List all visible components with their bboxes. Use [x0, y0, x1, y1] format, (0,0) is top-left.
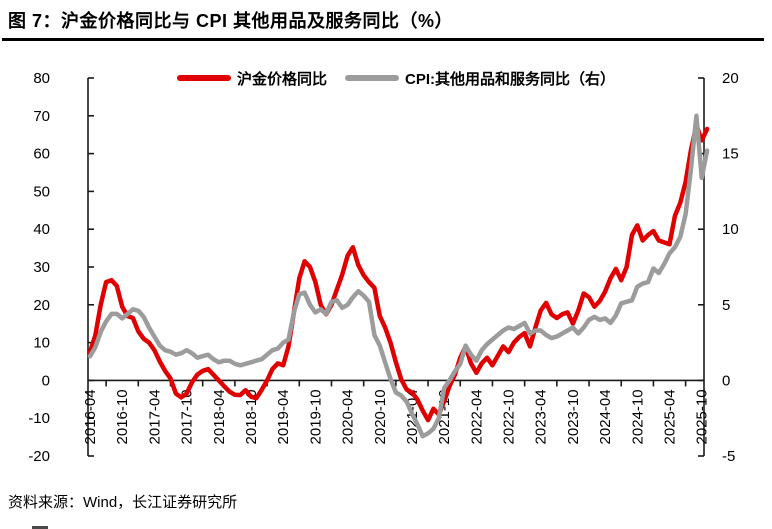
chart-legend: 沪金价格同比 CPI:其他用品和服务同比（右）: [88, 68, 704, 88]
y-axis-left-tick-label: -20: [28, 448, 50, 465]
cpi-other-line-series: [87, 113, 710, 439]
title-rule: [2, 38, 764, 41]
y-axis-right-tick-label: 0: [722, 372, 730, 389]
legend-label-cpi-other: CPI:其他用品和服务同比（右）: [405, 70, 616, 88]
chart-title: 图 7：沪金价格同比与 CPI 其他用品及服务同比（%）: [8, 11, 454, 31]
y-axis-left-tick-label: 20: [33, 297, 50, 314]
y-axis-left-tick-label: 50: [33, 183, 50, 200]
y-axis-right-tick-label: -5: [722, 448, 735, 465]
x-axis-tick-label: 2016-04: [82, 389, 99, 444]
x-axis-tick-label: 2024-04: [597, 389, 614, 444]
cpi-other-line-swatch: [345, 75, 399, 81]
x-axis-tick-label: 2022-10: [501, 389, 518, 444]
y-axis-left-tick-label: 70: [33, 108, 50, 125]
y-axis-right-tick-label: 20: [722, 70, 739, 87]
x-axis-tick-label: 2016-10: [114, 389, 131, 444]
x-axis-tick-label: 2018-04: [211, 389, 228, 444]
x-axis-tick-label: 2023-10: [565, 389, 582, 444]
x-axis-tick-label: 2019-04: [275, 389, 292, 444]
x-axis-tick-label: 2020-04: [340, 389, 357, 444]
cropped-text-fragment: [32, 526, 48, 529]
y-axis-left-tick-label: 0: [42, 372, 50, 389]
y-axis-left-tick-label: 60: [33, 146, 50, 163]
y-axis-right-tick-label: 15: [722, 146, 739, 163]
y-axis-left-tick-label: 80: [33, 70, 50, 87]
y-axis-left-tick-label: -10: [28, 410, 50, 427]
y-axis-right-tick-label: 10: [722, 221, 739, 238]
y-axis-right-tick-label: 5: [722, 297, 730, 314]
x-axis-tick-label: 2023-04: [533, 389, 550, 444]
y-axis-left-tick-label: 30: [33, 259, 50, 276]
chart-canvas: 80706050403020100-10-2020151050-52016-04…: [28, 70, 739, 465]
x-axis-tick-label: 2024-10: [629, 389, 646, 444]
legend-label-gold-yoy: 沪金价格同比: [236, 70, 327, 88]
x-axis-tick-label: 2019-10: [307, 389, 324, 444]
line-chart: 80 70 60 50 40 30 20 10 0 -10 -20 20 15 10 5 0 -5 2016-04…: [0, 44, 772, 484]
x-axis-tick-label: 2025-04: [662, 389, 679, 444]
y-axis-left-tick-label: 10: [33, 335, 50, 352]
gold-yoy-line-series: [87, 123, 710, 423]
y-axis-left-tick-label: 40: [33, 221, 50, 238]
gold-yoy-line-swatch: [176, 75, 231, 81]
x-axis-tick-label: 2022-04: [468, 389, 485, 444]
x-axis-tick-label: 2025-10: [694, 389, 711, 444]
x-axis-tick-label: 2017-04: [146, 389, 163, 444]
legend-item-gold-yoy: 沪金价格同比: [176, 68, 327, 89]
x-axis-tick-label: 2017-10: [179, 389, 196, 444]
x-axis-tick-label: 2018-10: [243, 389, 260, 444]
legend-item-cpi-other: CPI:其他用品和服务同比（右）: [345, 68, 615, 89]
x-axis-tick-label: 2020-10: [372, 389, 389, 444]
data-source-note: 资料来源：Wind，长江证券研究所: [8, 494, 238, 511]
